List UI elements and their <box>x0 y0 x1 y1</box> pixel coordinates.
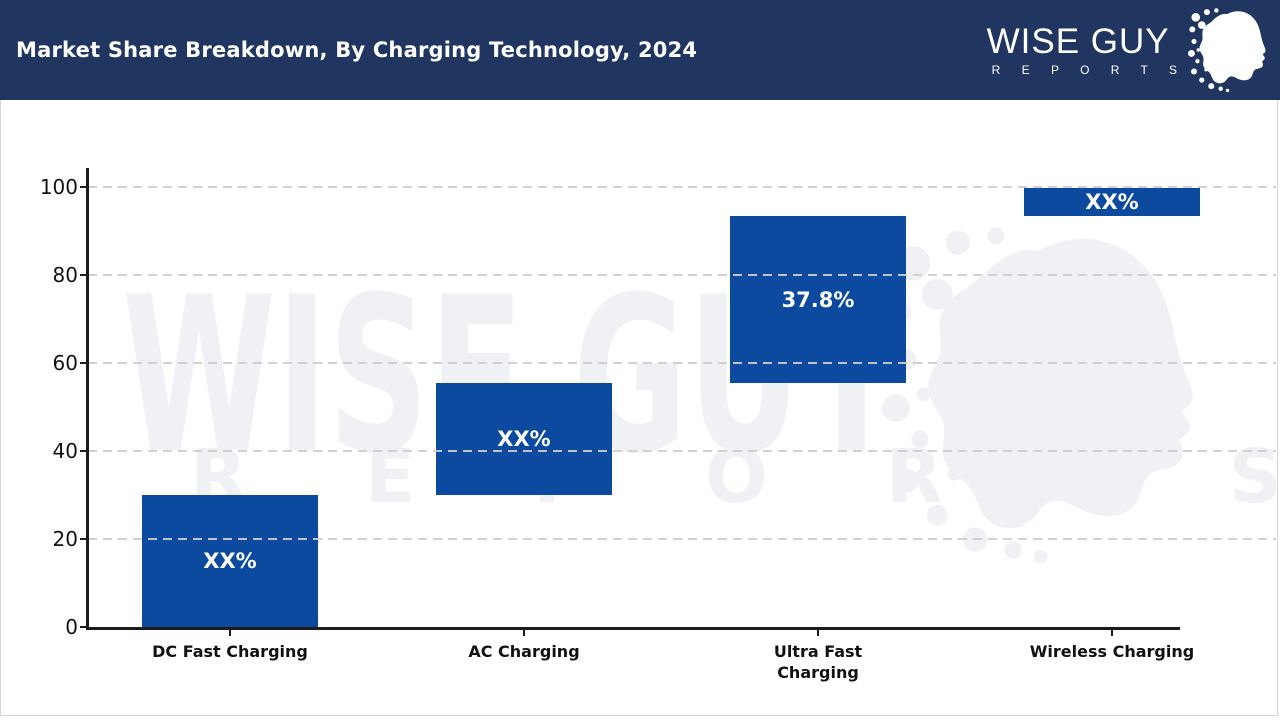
x-axis-label-wireless-charging: Wireless Charging <box>1029 642 1195 661</box>
y-tick-label-80: 80 <box>52 263 78 287</box>
gridline-40 <box>88 450 1276 452</box>
y-tick-60 <box>80 362 86 364</box>
y-tick-label-20: 20 <box>52 527 78 551</box>
logo-text: WISE GUY R E P O R T S <box>986 21 1186 77</box>
logo-subtitle: R E P O R T S <box>991 62 1186 77</box>
bar-value-label-ac-charging: XX% <box>497 426 551 451</box>
bar-ultra-fast-charging <box>730 216 906 383</box>
bar-value-label-ultra-fast-charging: 37.8% <box>781 287 855 312</box>
x-tick-ac-charging <box>523 629 525 636</box>
gridline-80 <box>88 274 1276 276</box>
gridline-100 <box>88 186 1276 188</box>
y-tick-80 <box>80 274 86 276</box>
x-axis-label-dc-fast-charging: DC Fast Charging <box>152 642 308 661</box>
y-tick-20 <box>80 538 86 540</box>
y-axis-spine <box>86 168 89 629</box>
logo-face-icon <box>1188 8 1266 93</box>
page-title: Market Share Breakdown, By Charging Tech… <box>16 38 698 62</box>
bar-ac-charging <box>436 382 612 495</box>
bar-value-label-dc-fast-charging: XX% <box>203 548 257 573</box>
bar-dc-fast-charging <box>142 494 318 627</box>
x-tick-dc-fast-charging <box>229 629 231 636</box>
y-tick-label-0: 0 <box>65 615 78 639</box>
y-tick-label-60: 60 <box>52 351 78 375</box>
bar-value-label-wireless-charging: XX% <box>1085 190 1139 215</box>
y-tick-100 <box>80 186 86 188</box>
x-tick-ultra-fast-charging <box>817 629 819 636</box>
x-axis-label-ac-charging: AC Charging <box>468 642 580 661</box>
gridline-60 <box>88 362 1276 364</box>
wise-guy-reports-logo: WISE GUY R E P O R T S <box>987 6 1274 94</box>
y-tick-40 <box>80 450 86 452</box>
x-axis-label-ultra-fast-charging: Ultra Fast Charging <box>773 642 863 682</box>
bar-wireless-charging <box>1024 188 1200 217</box>
header-bar: Market Share Breakdown, By Charging Tech… <box>0 0 1280 100</box>
x-axis-spine <box>86 627 1180 630</box>
logo-name: WISE GUY <box>986 21 1170 61</box>
y-tick-label-100: 100 <box>39 175 78 199</box>
gridline-20 <box>88 538 1276 540</box>
x-tick-wireless-charging <box>1111 629 1113 636</box>
y-tick-0 <box>80 626 86 628</box>
y-tick-label-40: 40 <box>52 439 78 463</box>
